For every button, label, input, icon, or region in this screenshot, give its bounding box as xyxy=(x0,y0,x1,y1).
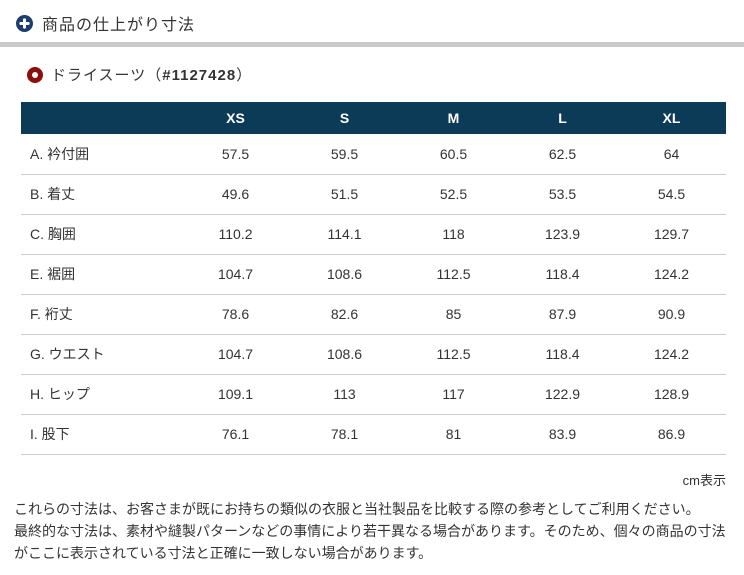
header-size-m: M xyxy=(399,102,508,134)
cell-value: 123.9 xyxy=(508,214,617,255)
cell-value: 49.6 xyxy=(181,174,290,215)
size-table-header-row: XS S M L XL xyxy=(21,102,726,134)
cell-value: 112.5 xyxy=(399,334,508,375)
cell-value: 78.1 xyxy=(290,414,399,455)
cell-value: 51.5 xyxy=(290,174,399,215)
header-empty-cell xyxy=(21,102,181,134)
row-label: G. ウエスト xyxy=(21,334,181,375)
table-row: E. 裾囲 104.7 108.6 112.5 118.4 124.2 xyxy=(21,254,726,295)
unit-label: cm表示 xyxy=(682,472,726,488)
cell-value: 112.5 xyxy=(399,254,508,295)
cell-value: 59.5 xyxy=(290,134,399,175)
header-size-s: S xyxy=(290,102,399,134)
cell-value: 86.9 xyxy=(617,414,726,455)
cell-value: 81 xyxy=(399,414,508,455)
cell-value: 124.2 xyxy=(617,254,726,295)
cell-value: 82.6 xyxy=(290,294,399,335)
table-row: B. 着丈 49.6 51.5 52.5 53.5 54.5 xyxy=(21,174,726,215)
product-name: ドライスーツ（#1127428） xyxy=(51,67,253,84)
row-label: A. 衿付囲 xyxy=(21,134,181,175)
cell-value: 64 xyxy=(617,134,726,175)
table-row: C. 胸囲 110.2 114.1 118 123.9 129.7 xyxy=(21,214,726,255)
cell-value: 113 xyxy=(290,374,399,415)
cell-value: 108.6 xyxy=(290,334,399,375)
product-code: #1127428 xyxy=(162,67,237,84)
cell-value: 108.6 xyxy=(290,254,399,295)
table-row: I. 股下 76.1 78.1 81 83.9 86.9 xyxy=(21,414,726,455)
cell-value: 118.4 xyxy=(508,254,617,295)
cell-value: 128.9 xyxy=(617,374,726,415)
page-header: 商品の仕上がり寸法 xyxy=(0,0,744,35)
page-title: 商品の仕上がり寸法 xyxy=(42,17,196,34)
table-row: G. ウエスト 104.7 108.6 112.5 118.4 124.2 xyxy=(21,334,726,375)
cell-value: 118 xyxy=(399,214,508,255)
cell-value: 109.1 xyxy=(181,374,290,415)
cell-value: 54.5 xyxy=(617,174,726,215)
cell-value: 129.7 xyxy=(617,214,726,255)
size-table: XS S M L XL A. 衿付囲 57.5 59.5 60.5 62.5 6… xyxy=(21,102,726,455)
disclaimer-line-1: これらの寸法は、お客さまが既にお持ちの類似の衣服と当社製品を比較する際の参考とし… xyxy=(14,500,700,517)
plus-circle-icon xyxy=(16,14,33,32)
cell-value: 114.1 xyxy=(290,214,399,255)
table-row: F. 裄丈 78.6 82.6 85 87.9 90.9 xyxy=(21,294,726,335)
cell-value: 78.6 xyxy=(181,294,290,335)
cell-value: 52.5 xyxy=(399,174,508,215)
table-row: H. ヒップ 109.1 113 117 122.9 128.9 xyxy=(21,374,726,415)
cell-value: 122.9 xyxy=(508,374,617,415)
product-header: ドライスーツ（#1127428） xyxy=(27,64,744,85)
row-label: E. 裾囲 xyxy=(21,254,181,295)
cell-value: 62.5 xyxy=(508,134,617,175)
cell-value: 87.9 xyxy=(508,294,617,335)
row-label: I. 股下 xyxy=(21,414,181,455)
cell-value: 76.1 xyxy=(181,414,290,455)
row-label: F. 裄丈 xyxy=(21,294,181,335)
cell-value: 104.7 xyxy=(181,334,290,375)
cell-value: 104.7 xyxy=(181,254,290,295)
cell-value: 90.9 xyxy=(617,294,726,335)
cell-value: 118.4 xyxy=(508,334,617,375)
row-label: B. 着丈 xyxy=(21,174,181,215)
cell-value: 124.2 xyxy=(617,334,726,375)
cell-value: 83.9 xyxy=(508,414,617,455)
header-divider xyxy=(0,42,744,47)
record-circle-icon xyxy=(27,66,43,83)
header-size-xl: XL xyxy=(617,102,726,134)
row-label: C. 胸囲 xyxy=(21,214,181,255)
cell-value: 110.2 xyxy=(181,214,290,255)
disclaimer-line-2: 最終的な寸法は、素材や縫製パターンなどの事情により若干異なる場合があります。その… xyxy=(14,522,726,561)
cell-value: 60.5 xyxy=(399,134,508,175)
disclaimer-text: これらの寸法は、お客さまが既にお持ちの類似の衣服と当社製品を比較する際の参考とし… xyxy=(14,498,732,564)
cell-value: 85 xyxy=(399,294,508,335)
cell-value: 57.5 xyxy=(181,134,290,175)
table-row: A. 衿付囲 57.5 59.5 60.5 62.5 64 xyxy=(21,134,726,175)
row-label: H. ヒップ xyxy=(21,374,181,415)
cell-value: 117 xyxy=(399,374,508,415)
cell-value: 53.5 xyxy=(508,174,617,215)
header-size-xs: XS xyxy=(181,102,290,134)
header-size-l: L xyxy=(508,102,617,134)
